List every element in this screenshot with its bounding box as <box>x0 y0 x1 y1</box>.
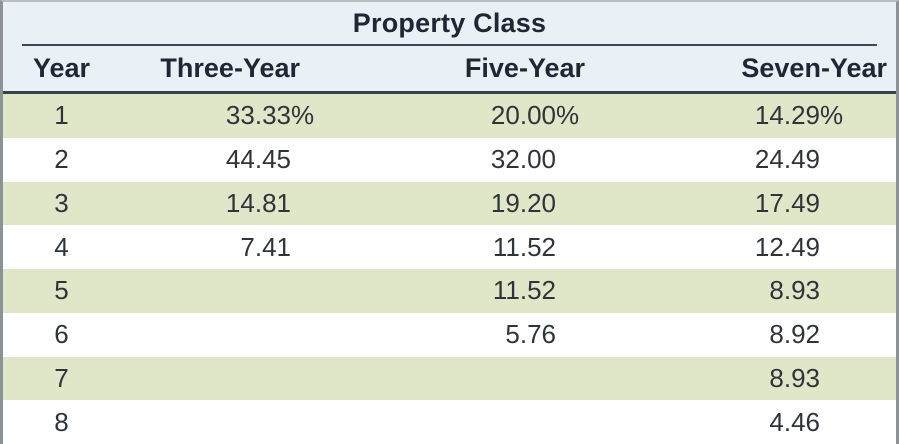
value: 11.52 <box>492 275 556 306</box>
table-row-year-8: 8 4.46 <box>3 400 896 444</box>
five-year-cell: 32.00 <box>330 144 600 175</box>
seven-year-cell: 8.93 <box>600 363 896 394</box>
value: 8.93 <box>769 362 820 393</box>
seven-year-cell: 24.49 <box>600 144 896 175</box>
value: 12.49 <box>754 231 820 262</box>
value: 11.52 <box>492 231 556 262</box>
value: 14.81 <box>225 187 291 218</box>
year-cell: 1 <box>54 100 69 131</box>
table-row-year-6: 6 5.76 8.92 <box>3 312 896 357</box>
five-year-cell: 11.52 <box>330 275 600 306</box>
value: 44.45 <box>225 144 291 175</box>
three-year-cell: 14.81 <box>120 188 330 219</box>
column-header-year: Year <box>32 53 91 83</box>
title-divider-band <box>3 44 896 46</box>
column-header-seven-year: Seven-Year <box>741 53 887 83</box>
table-row-year-1: 1 33.33% 20.00% 14.29% <box>3 94 896 138</box>
seven-year-cell: 4.46 <box>600 407 896 438</box>
seven-year-cell: 14.29% <box>600 100 896 131</box>
three-year-cell: 44.45 <box>120 144 330 175</box>
year-cell: 2 <box>54 144 69 175</box>
seven-year-cell: 8.92 <box>600 319 896 350</box>
seven-year-cell: 8.93 <box>600 275 896 306</box>
percent-sign: % <box>556 100 580 131</box>
percent-sign: % <box>820 100 844 131</box>
table-row-year-7: 7 8.93 <box>3 356 896 401</box>
year-cell: 5 <box>54 275 69 306</box>
table-row-year-3: 3 14.81 19.20 17.49 <box>3 181 896 226</box>
column-header-five-year: Five-Year <box>464 53 585 83</box>
seven-year-cell: 17.49 <box>600 188 896 219</box>
table-row-year-4: 4 7.41 11.52 12.49 <box>3 225 896 269</box>
table-row-year-5: 5 11.52 8.93 <box>3 269 896 313</box>
header-bottom-rule <box>3 91 896 94</box>
value: 32.00 <box>490 144 556 175</box>
table-title-row: Property Class <box>3 2 896 44</box>
five-year-cell: 20.00% <box>330 100 600 131</box>
table-header-row: Year Three-Year Five-Year Seven-Year <box>3 46 896 91</box>
value: 17.49 <box>754 187 820 218</box>
value: 20.00 <box>490 100 556 131</box>
table-title: Property Class <box>352 7 547 38</box>
column-header-three-year: Three-Year <box>160 53 300 83</box>
value: 24.49 <box>754 144 820 175</box>
value: 19.20 <box>490 187 556 218</box>
title-divider-rule <box>22 44 877 46</box>
value: 7.41 <box>240 231 291 262</box>
value: 4.46 <box>769 406 820 437</box>
value: 5.76 <box>505 319 556 350</box>
seven-year-cell: 12.49 <box>600 232 896 263</box>
table-body: 1 33.33% 20.00% 14.29% 2 44.45 32.00 24.… <box>3 94 896 444</box>
year-cell: 8 <box>54 406 69 437</box>
percent-sign: % <box>291 100 315 131</box>
five-year-cell: 5.76 <box>330 319 600 350</box>
value: 33.33 <box>225 100 291 131</box>
three-year-cell: 7.41 <box>120 232 330 263</box>
five-year-cell: 11.52 <box>330 232 600 263</box>
three-year-cell: 33.33% <box>120 100 330 131</box>
value: 8.92 <box>769 319 820 350</box>
table-row-year-2: 2 44.45 32.00 24.49 <box>3 137 896 182</box>
value: 14.29 <box>754 100 820 131</box>
value: 8.93 <box>769 275 820 306</box>
year-cell: 6 <box>54 319 69 350</box>
year-cell: 7 <box>54 362 69 393</box>
year-cell: 3 <box>54 187 69 218</box>
five-year-cell: 19.20 <box>330 188 600 219</box>
year-cell: 4 <box>54 231 69 262</box>
